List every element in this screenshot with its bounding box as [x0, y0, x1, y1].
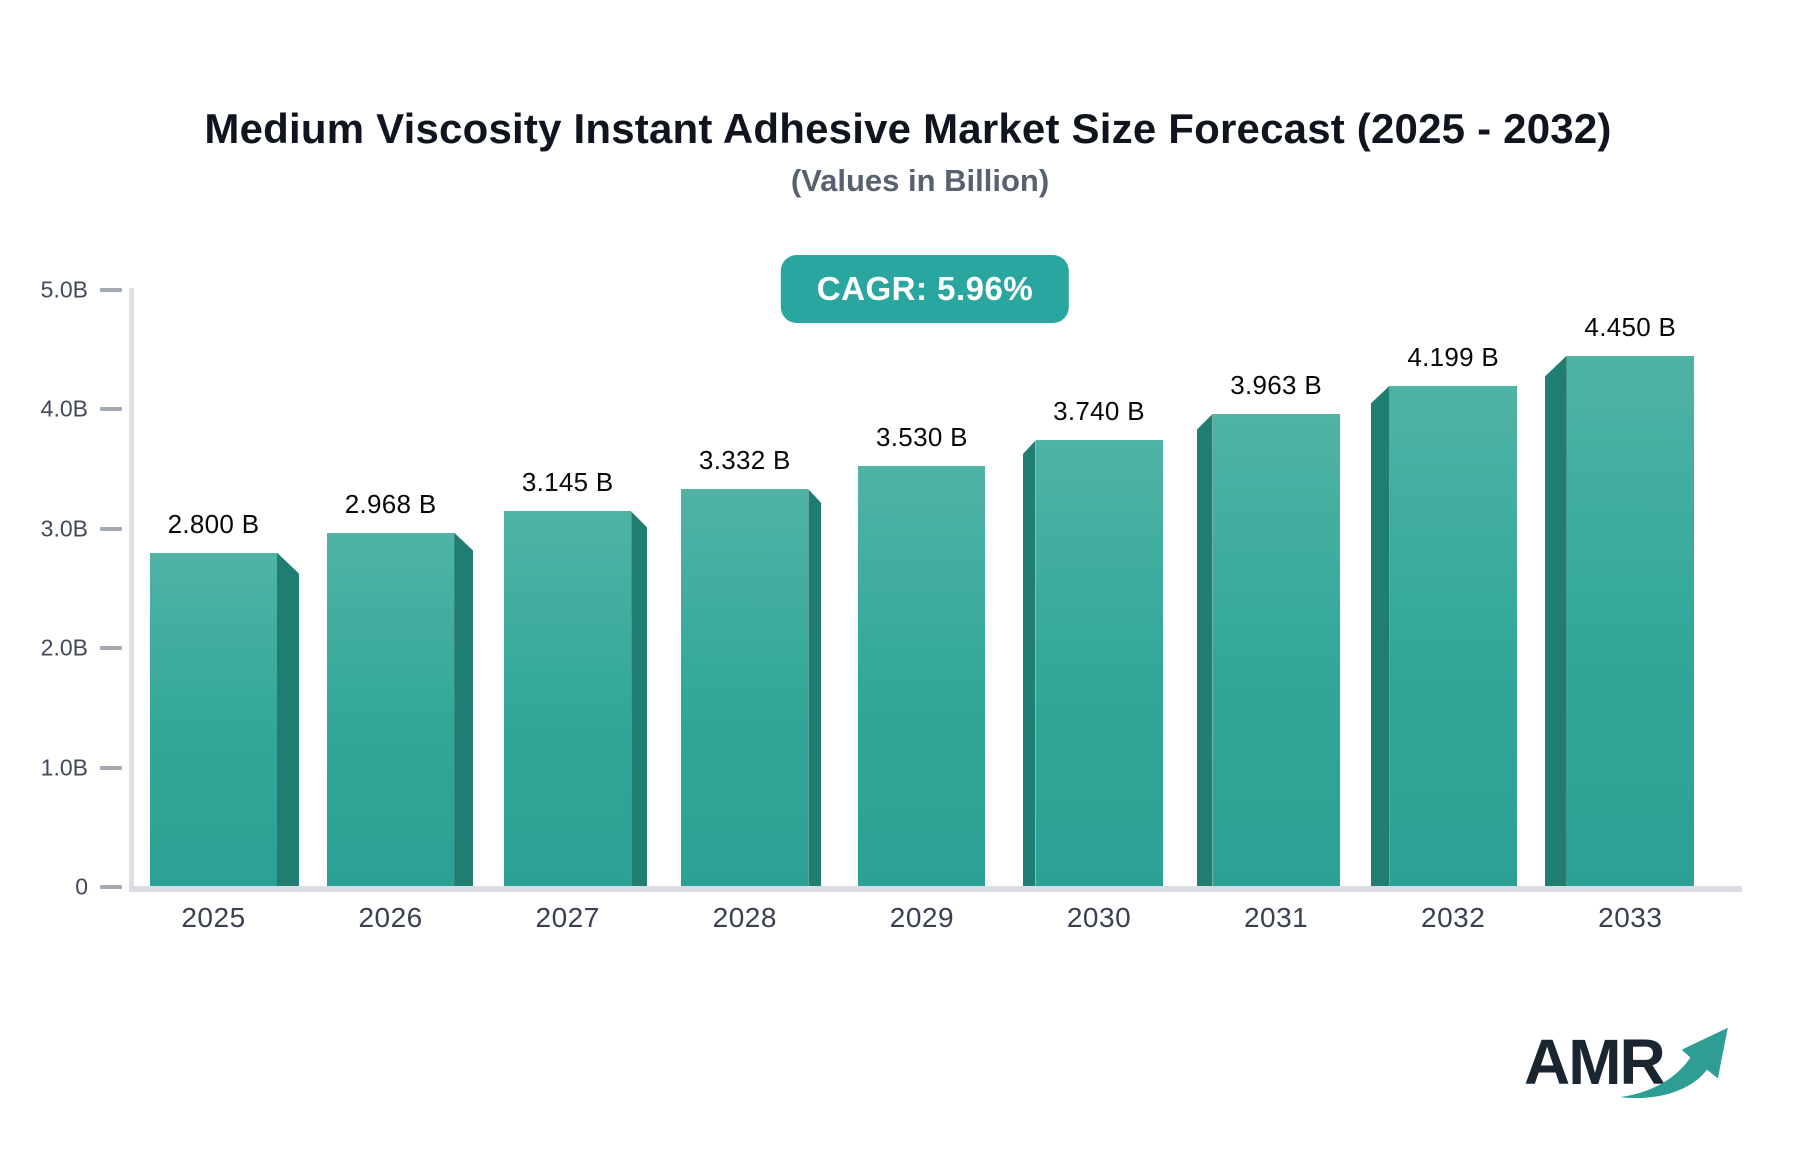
chart-subtitle: (Values in Billion) [790, 163, 1050, 198]
y-axis-tick [100, 526, 122, 531]
x-axis-line [129, 886, 1742, 892]
bar-side [1370, 385, 1390, 887]
bar-side [1196, 413, 1213, 887]
bar-value-label: 3.530 B [876, 421, 968, 452]
bar-value-label: 4.199 B [1407, 341, 1500, 372]
x-axis-label: 2028 [712, 902, 777, 933]
y-axis-tick-label: 4.0B [40, 395, 88, 422]
y-axis-tick [100, 288, 122, 292]
cagr-badge: CAGR: 5.96% [780, 255, 1070, 323]
bar-face [504, 511, 632, 887]
bar-face [1566, 355, 1694, 887]
x-axis-label: 2031 [1243, 902, 1309, 933]
bar-face [150, 552, 277, 887]
y-axis-tick [100, 646, 122, 651]
bar-side [277, 552, 299, 887]
y-axis-tick [100, 765, 122, 770]
bar-face [858, 465, 986, 887]
bar-value-label: 2.968 B [344, 488, 437, 519]
bar-face [1212, 413, 1340, 887]
x-axis-label: 2027 [535, 902, 600, 933]
x-axis-label: 2032 [1421, 902, 1486, 933]
y-axis-tick-label: 2.0B [40, 634, 88, 661]
bar-side [631, 511, 648, 887]
growth-arrow-icon [1620, 1027, 1728, 1099]
y-axis-tick-label: 5.0B [40, 276, 88, 303]
bar-side [454, 532, 474, 887]
y-axis-tick-label: 3.0B [40, 515, 88, 542]
x-axis-label: 2025 [181, 902, 246, 933]
y-axis-line [129, 288, 134, 892]
bar-value-label: 3.332 B [698, 445, 791, 476]
bar-value-label: 2.800 B [167, 508, 260, 539]
y-axis-tick [100, 407, 122, 412]
bar-value-label: 3.740 B [1053, 396, 1145, 427]
bar-face [681, 489, 809, 887]
bar-side [808, 489, 822, 887]
x-axis-label: 2030 [1066, 902, 1132, 933]
page-title: Medium Viscosity Instant Adhesive Market… [204, 105, 1612, 152]
x-axis-label: 2026 [358, 902, 423, 933]
bar-side [1544, 355, 1567, 887]
y-axis-tick-label: 0 [75, 873, 88, 900]
bar-value-label: 3.145 B [521, 467, 614, 498]
amr-logo-text: AMR [1524, 1026, 1666, 1098]
bar-side [1022, 440, 1036, 887]
x-axis-label: 2029 [889, 902, 955, 933]
bar-value-label: 4.450 B [1584, 311, 1677, 342]
x-axis-label: 2033 [1598, 902, 1663, 933]
amr-logo: AMR [1524, 1026, 1744, 1120]
bar-face [1389, 385, 1517, 887]
y-axis-tick-label: 1.0B [40, 754, 88, 781]
bar-value-label: 3.963 B [1230, 369, 1322, 400]
bar-face [1035, 440, 1163, 887]
bar-face [327, 532, 455, 887]
y-axis-tick [100, 885, 122, 889]
